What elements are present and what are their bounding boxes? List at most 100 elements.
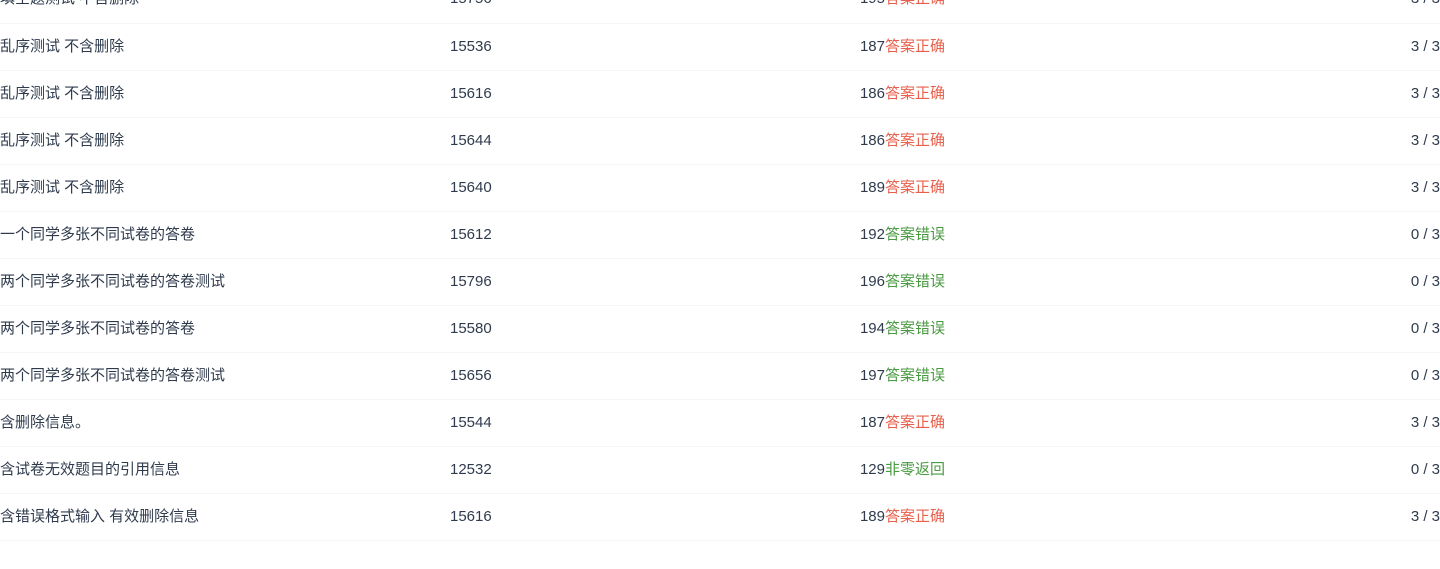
- cell-testcase-name: 两个同学多张不同试卷的答卷测试: [0, 258, 450, 305]
- score-value: 0 / 3: [1410, 366, 1440, 384]
- cell-memory: 15536: [450, 23, 720, 70]
- time-value: 194: [859, 319, 885, 337]
- status-badge[interactable]: 答案错误: [885, 319, 946, 337]
- table-row[interactable]: 两个同学多张不同试卷的答卷测试 15656 197 答案错误 0 / 3: [0, 352, 1440, 399]
- table-row[interactable]: 两个同学多张不同试卷的答卷 15580 194 答案错误 0 / 3: [0, 305, 1440, 352]
- score-value: 0 / 3: [1410, 460, 1440, 478]
- memory-value: 15616: [450, 84, 492, 102]
- cell-status: 答案正确: [885, 493, 1225, 540]
- score-value: 0 / 3: [1410, 225, 1440, 243]
- table-row[interactable]: 含删除信息。 15544 187 答案正确 3 / 3: [0, 399, 1440, 446]
- status-badge[interactable]: 非零返回: [885, 460, 946, 478]
- status-badge[interactable]: 答案正确: [885, 37, 946, 55]
- time-value: 186: [859, 84, 885, 102]
- status-badge[interactable]: 答案正确: [885, 178, 946, 196]
- table-row[interactable]: 含试卷无效题目的引用信息 12532 129 非零返回 0 / 3: [0, 446, 1440, 493]
- memory-value: 15616: [450, 507, 492, 525]
- cell-score: 3 / 3: [1225, 117, 1440, 164]
- status-badge[interactable]: 答案正确: [885, 131, 946, 149]
- cell-score: 0 / 3: [1225, 211, 1440, 258]
- cell-status: 答案正确: [885, 164, 1225, 211]
- table-row[interactable]: 含错误格式输入 有效删除信息 15616 189 答案正确 3 / 3: [0, 493, 1440, 540]
- cell-status: 答案正确: [885, 70, 1225, 117]
- table-row[interactable]: 乱序测试 不含删除 15536 187 答案正确 3 / 3: [0, 23, 1440, 70]
- score-value: 3 / 3: [1411, 0, 1440, 7]
- memory-value: 15640: [450, 178, 492, 196]
- cell-score: 0 / 3: [1225, 258, 1440, 305]
- score-value: 0 / 3: [1410, 319, 1440, 337]
- cell-status: 答案错误: [885, 258, 1225, 305]
- cell-status: 答案正确: [885, 399, 1225, 446]
- score-value: 3 / 3: [1410, 84, 1440, 102]
- cell-time: 129: [720, 446, 885, 493]
- testcase-name-label: 乱序测试 不含删除: [0, 131, 125, 149]
- cell-time: 194: [720, 305, 885, 352]
- table-row[interactable]: 两个同学多张不同试卷的答卷测试 15796 196 答案错误 0 / 3: [0, 258, 1440, 305]
- cell-score: 3 / 3: [1225, 23, 1440, 70]
- table-row[interactable]: 一个同学多张不同试卷的答卷 15612 192 答案错误 0 / 3: [0, 211, 1440, 258]
- testcase-name-label: 乱序测试 不含删除: [0, 84, 125, 102]
- cell-testcase-name: 乱序测试 不含删除: [0, 23, 450, 70]
- status-badge[interactable]: 答案正确: [885, 413, 946, 431]
- cell-memory: 15616: [450, 70, 720, 117]
- time-value: 129: [859, 460, 885, 478]
- cell-testcase-name: 乱序测试 不含删除: [0, 164, 450, 211]
- cell-score: 3 / 3: [1225, 493, 1440, 540]
- status-badge[interactable]: 答案错误: [885, 366, 946, 384]
- cell-testcase-name: 一个同学多张不同试卷的答卷: [0, 211, 450, 258]
- time-value: 192: [859, 225, 885, 243]
- cell-time: 187: [720, 23, 885, 70]
- cell-memory: 15544: [450, 399, 720, 446]
- table-row[interactable]: 填空题测试 不含删除 15756 195答案正确 3 / 3: [0, 0, 1440, 23]
- memory-value: 15796: [450, 272, 492, 290]
- status-badge[interactable]: 答案正确: [885, 507, 946, 525]
- cell-testcase-name: 含试卷无效题目的引用信息: [0, 446, 450, 493]
- cell-testcase-name: 两个同学多张不同试卷的答卷: [0, 305, 450, 352]
- cell-score: 3 / 3: [1225, 399, 1440, 446]
- memory-value: 12532: [450, 460, 492, 478]
- memory-value: 15612: [450, 225, 492, 243]
- testcase-name-label: 含错误格式输入 有效删除信息: [0, 507, 200, 525]
- table-row[interactable]: 乱序测试 不含删除 15616 186 答案正确 3 / 3: [0, 70, 1440, 117]
- time-value: 189: [859, 178, 885, 196]
- cell-status: 答案正确: [885, 23, 1225, 70]
- cell-score: 3 / 3: [1225, 70, 1440, 117]
- cell-memory: 15756: [450, 0, 720, 23]
- cell-score: 0 / 3: [1225, 446, 1440, 493]
- cell-time: 197: [720, 352, 885, 399]
- cell-score: 0 / 3: [1225, 305, 1440, 352]
- cell-status: 答案正确: [885, 0, 1225, 23]
- score-value: 3 / 3: [1410, 37, 1440, 55]
- table-row[interactable]: 乱序测试 不含删除 15644 186 答案正确 3 / 3: [0, 117, 1440, 164]
- status-badge[interactable]: 答案正确: [885, 84, 946, 102]
- status-badge[interactable]: 答案正确: [885, 0, 945, 7]
- cell-status: 非零返回: [885, 446, 1225, 493]
- testcase-name-label: 两个同学多张不同试卷的答卷测试: [0, 272, 226, 290]
- memory-value: 15644: [450, 131, 492, 149]
- testcase-name-label: 乱序测试 不含删除: [0, 178, 125, 196]
- status-badge[interactable]: 答案错误: [885, 272, 946, 290]
- testcase-name-label: 两个同学多张不同试卷的答卷测试: [0, 366, 226, 384]
- cell-testcase-name: 乱序测试 不含删除: [0, 117, 450, 164]
- score-value: 3 / 3: [1410, 507, 1440, 525]
- time-value: 189: [859, 507, 885, 525]
- time-value: 187: [859, 413, 885, 431]
- cell-memory: 15644: [450, 117, 720, 164]
- cell-score: 0 / 3: [1225, 352, 1440, 399]
- cell-memory: 15796: [450, 258, 720, 305]
- status-badge[interactable]: 答案错误: [885, 225, 946, 243]
- table-row[interactable]: 乱序测试 不含删除 15640 189 答案正确 3 / 3: [0, 164, 1440, 211]
- cell-testcase-name: 乱序测试 不含删除: [0, 70, 450, 117]
- cell-status: 答案错误: [885, 211, 1225, 258]
- testcase-name-label: 乱序测试 不含删除: [0, 37, 125, 55]
- cell-testcase-name: 填空题测试 不含删除: [0, 0, 450, 23]
- memory-value: 15756: [450, 0, 492, 7]
- testcase-name-label: 含删除信息。: [0, 413, 91, 431]
- testcase-name-label: 一个同学多张不同试卷的答卷: [0, 225, 196, 243]
- cell-time: 189: [720, 493, 885, 540]
- memory-value: 15580: [450, 319, 492, 337]
- cell-time: 186: [720, 70, 885, 117]
- cell-time: 189: [720, 164, 885, 211]
